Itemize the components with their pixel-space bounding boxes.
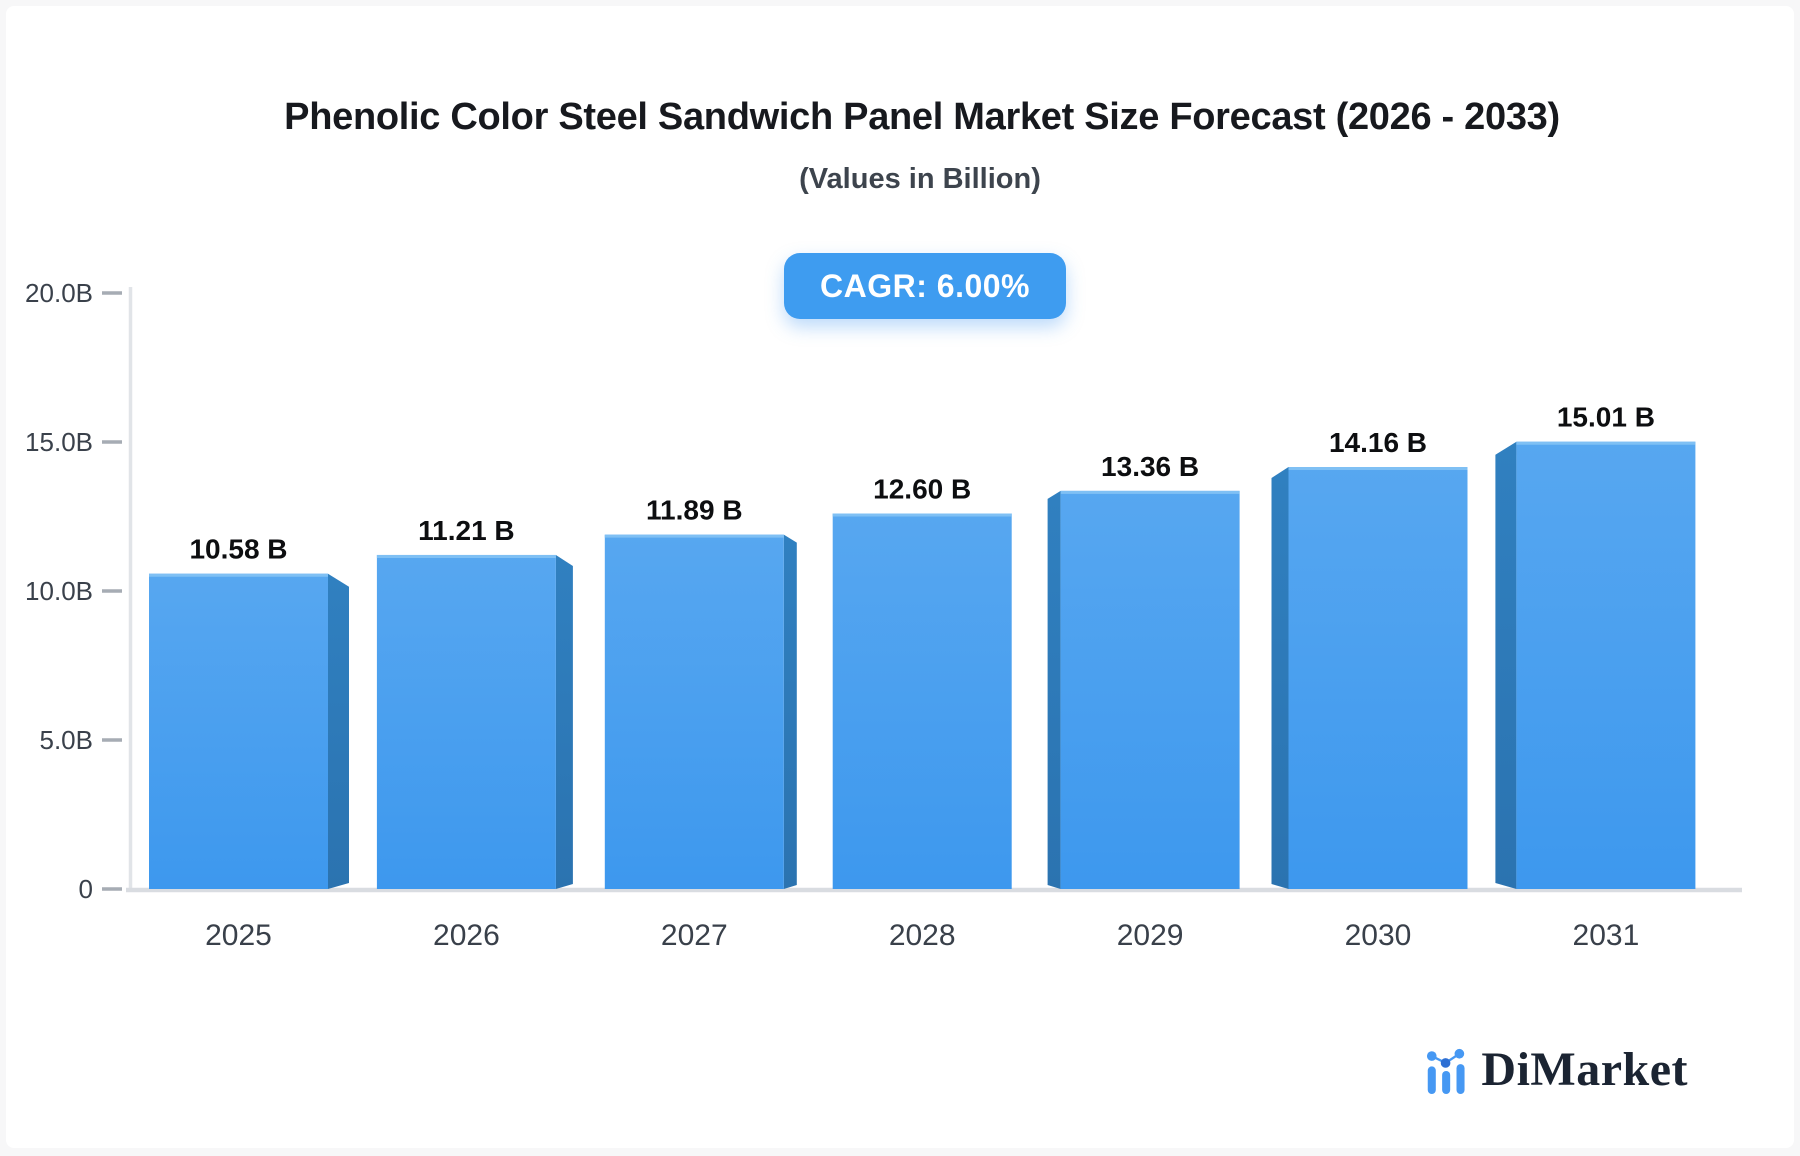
bar-side-face bbox=[328, 573, 349, 889]
x-axis-label-2027: 2027 bbox=[661, 919, 728, 952]
page-subtitle: (Values in Billion) bbox=[799, 163, 1041, 195]
bar-value-label: 15.01 B bbox=[1557, 402, 1655, 433]
bar-value-label: 10.58 B bbox=[189, 534, 287, 565]
y-tick-label: 5.0B bbox=[40, 725, 94, 755]
page-title: Phenolic Color Steel Sandwich Panel Mark… bbox=[284, 96, 1560, 138]
bar-side-face bbox=[783, 534, 797, 889]
x-axis-label-2026: 2026 bbox=[433, 919, 500, 952]
y-tick-label: 15.0B bbox=[25, 427, 93, 457]
bar-value-label: 13.36 B bbox=[1101, 451, 1199, 482]
bar-2031[interactable] bbox=[1516, 441, 1696, 889]
bar-value-label: 14.16 B bbox=[1329, 427, 1427, 458]
dimarket-logo: DiMarket bbox=[1425, 1046, 1688, 1094]
logo-bar-2 bbox=[1442, 1071, 1451, 1094]
bar-2030[interactable] bbox=[1288, 467, 1468, 889]
bar-value-label: 11.89 B bbox=[646, 495, 743, 526]
logo-dot-2 bbox=[1441, 1058, 1451, 1068]
logo-dot-1 bbox=[1427, 1051, 1438, 1061]
x-axis-label-2031: 2031 bbox=[1573, 919, 1640, 952]
y-tick-label: 20.0B bbox=[25, 278, 93, 308]
bar-side-face bbox=[555, 554, 573, 889]
x-axis-label-2028: 2028 bbox=[889, 919, 956, 952]
logo-text: DiMarket bbox=[1481, 1043, 1688, 1096]
bar-value-label: 12.60 B bbox=[873, 474, 971, 505]
cagr-badge-label: CAGR: 6.00% bbox=[820, 267, 1030, 304]
logo-bar-3 bbox=[1456, 1064, 1465, 1094]
x-axis-label-2029: 2029 bbox=[1117, 919, 1184, 952]
bar-2027[interactable] bbox=[604, 534, 784, 889]
bar-side-face bbox=[1495, 441, 1517, 889]
bar-2025[interactable] bbox=[149, 573, 328, 889]
bar-side-face bbox=[1047, 490, 1061, 889]
logo-bar-1 bbox=[1428, 1066, 1437, 1094]
bar-value-label: 11.21 B bbox=[418, 515, 515, 546]
x-axis-label-2030: 2030 bbox=[1345, 919, 1412, 952]
y-tick-label: 10.0B bbox=[25, 576, 93, 606]
logo-dot-3 bbox=[1454, 1048, 1465, 1059]
bar-chart-logo-icon bbox=[1427, 1048, 1465, 1094]
y-tick-label: 0 bbox=[79, 874, 93, 904]
bar-2028[interactable] bbox=[832, 513, 1012, 889]
x-axis-label-2025: 2025 bbox=[205, 919, 272, 952]
bar-side-face bbox=[1271, 467, 1289, 889]
bar-2029[interactable] bbox=[1060, 490, 1240, 889]
bar-2026[interactable] bbox=[376, 554, 556, 889]
cagr-badge: CAGR: 6.00% bbox=[784, 253, 1066, 319]
